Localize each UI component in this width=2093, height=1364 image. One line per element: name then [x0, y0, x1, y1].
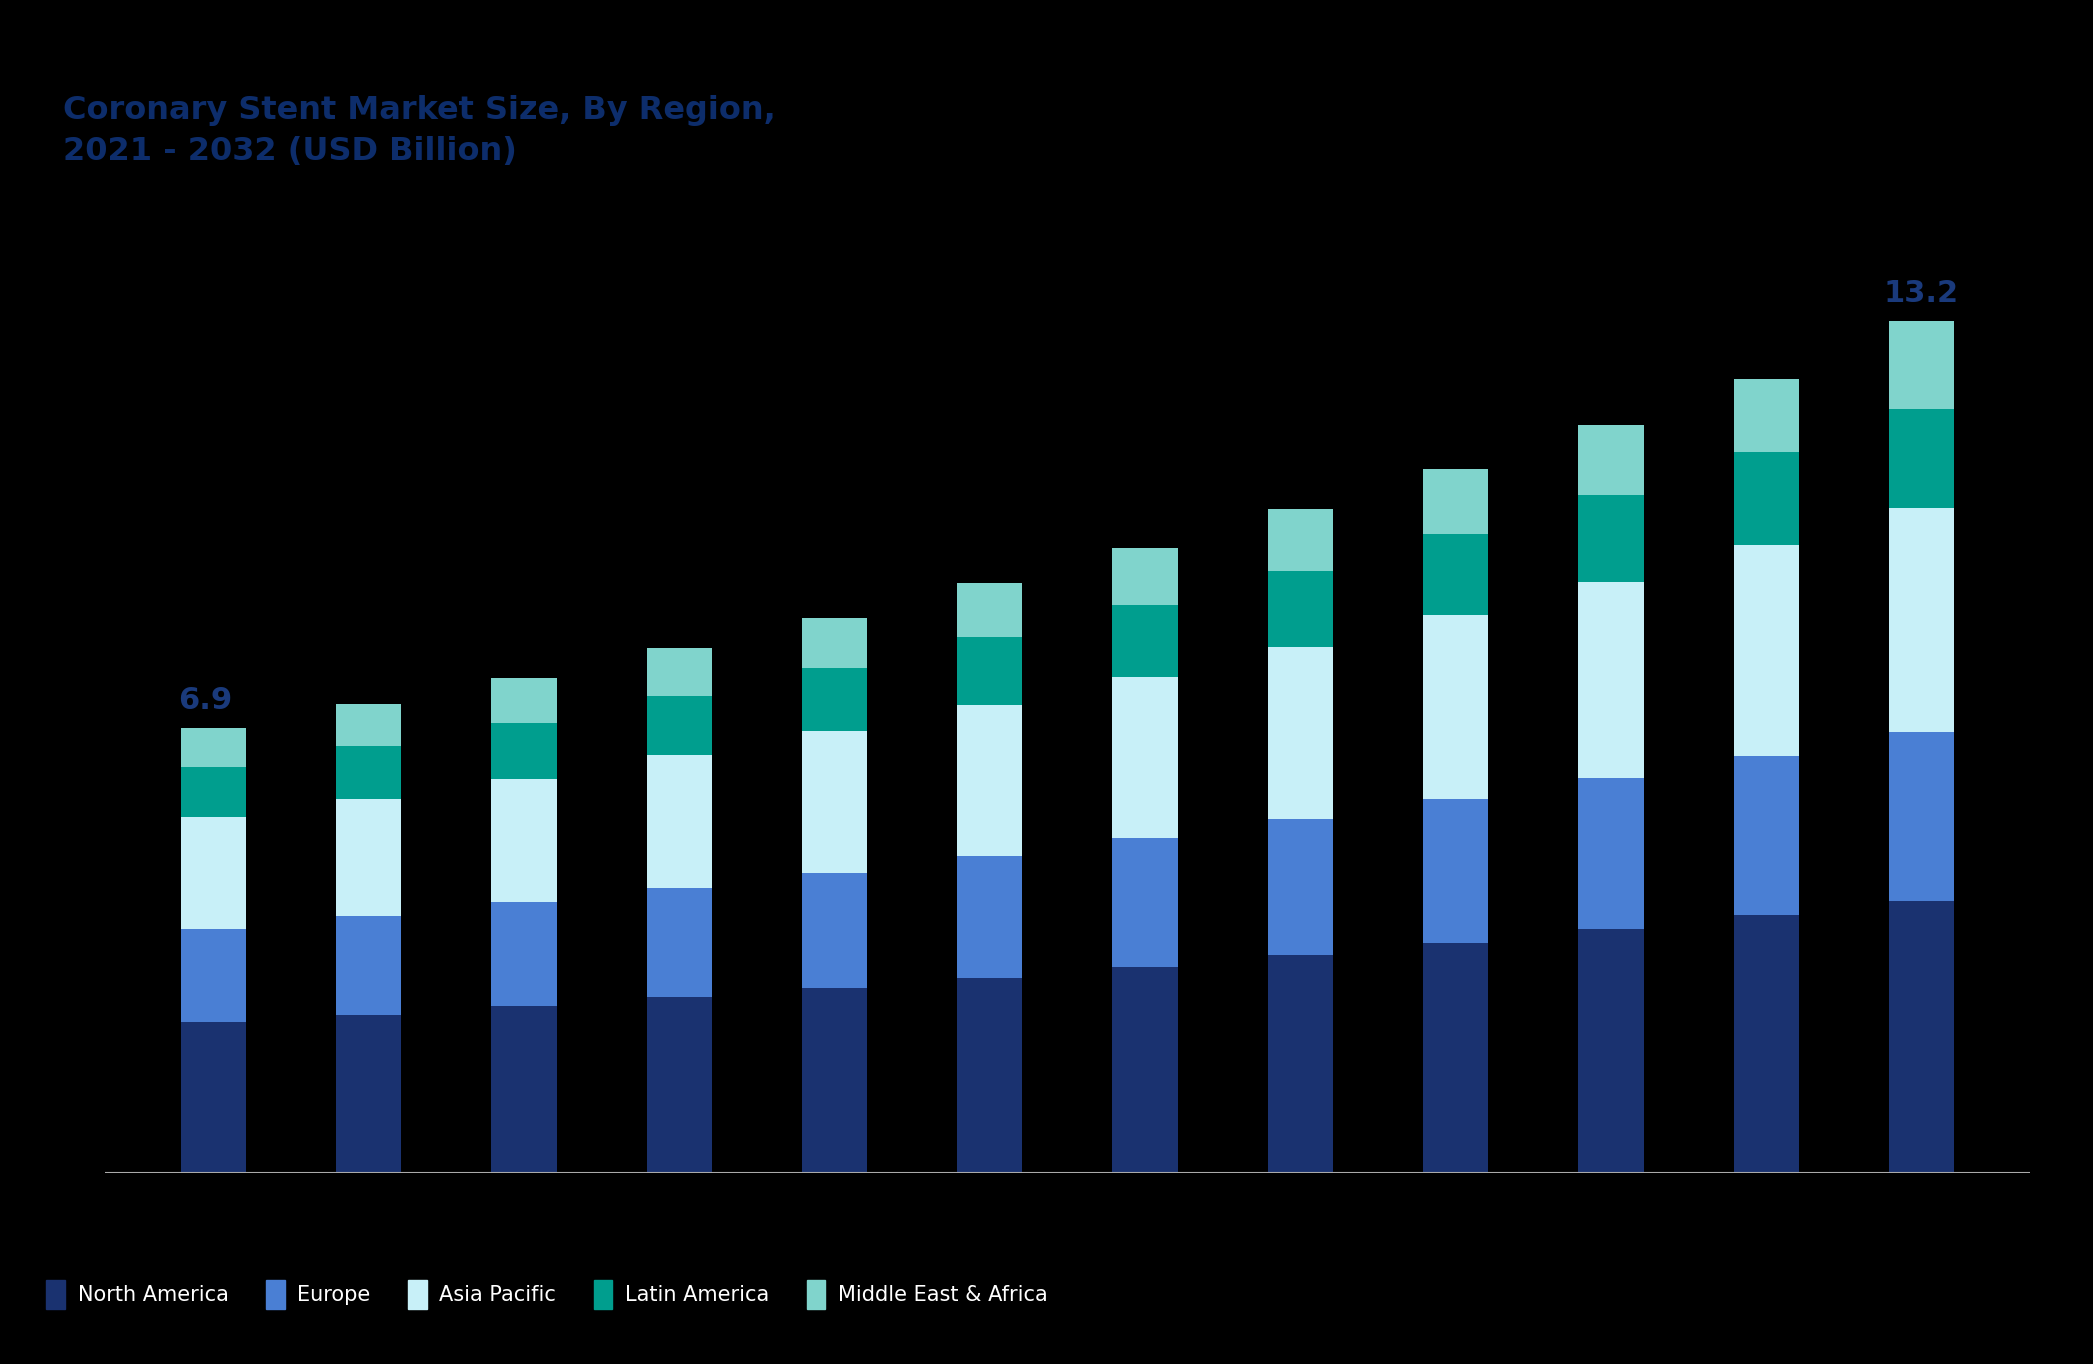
Bar: [180, 767, 247, 817]
Bar: [802, 668, 867, 731]
Bar: [1113, 839, 1178, 967]
Bar: [1268, 648, 1333, 820]
Bar: [1888, 507, 1955, 732]
Bar: [802, 873, 867, 988]
Bar: [1888, 409, 1955, 507]
Bar: [647, 696, 712, 756]
Bar: [1268, 955, 1333, 1173]
Bar: [1578, 929, 1643, 1173]
Bar: [647, 888, 712, 997]
Bar: [1113, 678, 1178, 839]
Bar: [1268, 510, 1333, 572]
Bar: [957, 705, 1021, 855]
Bar: [180, 727, 247, 767]
Bar: [1268, 820, 1333, 955]
Text: Coronary Stent Market Size, By Region,
2021 - 2032 (USD Billion): Coronary Stent Market Size, By Region, 2…: [63, 95, 777, 166]
Text: 13.2: 13.2: [1884, 278, 1959, 308]
Bar: [802, 988, 867, 1173]
Bar: [802, 731, 867, 873]
Bar: [1268, 572, 1333, 648]
Bar: [957, 978, 1021, 1173]
Bar: [337, 799, 402, 917]
Bar: [957, 855, 1021, 978]
Bar: [180, 929, 247, 1022]
Bar: [1113, 548, 1178, 606]
Bar: [1733, 546, 1798, 756]
Bar: [1113, 967, 1178, 1173]
Bar: [180, 1022, 247, 1173]
Bar: [1578, 779, 1643, 929]
Bar: [647, 997, 712, 1173]
Bar: [957, 637, 1021, 705]
Bar: [1733, 756, 1798, 915]
Bar: [1113, 606, 1178, 678]
Bar: [492, 678, 557, 723]
Bar: [647, 756, 712, 888]
Bar: [1578, 581, 1643, 779]
Bar: [1578, 495, 1643, 581]
Bar: [1423, 799, 1488, 943]
Bar: [180, 817, 247, 929]
Bar: [337, 1015, 402, 1173]
Bar: [337, 746, 402, 799]
Bar: [492, 779, 557, 903]
Bar: [1733, 453, 1798, 546]
Bar: [337, 704, 402, 746]
Bar: [1423, 533, 1488, 615]
Bar: [1888, 732, 1955, 900]
Bar: [337, 917, 402, 1015]
Bar: [1423, 943, 1488, 1173]
Bar: [1733, 379, 1798, 453]
Bar: [647, 648, 712, 696]
Bar: [957, 584, 1021, 637]
Text: 6.9: 6.9: [178, 686, 232, 715]
Bar: [1578, 426, 1643, 495]
Bar: [1733, 915, 1798, 1173]
Bar: [492, 723, 557, 779]
Bar: [802, 618, 867, 668]
Bar: [1423, 615, 1488, 799]
Bar: [492, 903, 557, 1007]
Bar: [1888, 321, 1955, 409]
Bar: [1423, 469, 1488, 533]
Legend: North America, Europe, Asia Pacific, Latin America, Middle East & Africa: North America, Europe, Asia Pacific, Lat…: [38, 1271, 1057, 1318]
Bar: [492, 1007, 557, 1173]
Bar: [1888, 900, 1955, 1173]
